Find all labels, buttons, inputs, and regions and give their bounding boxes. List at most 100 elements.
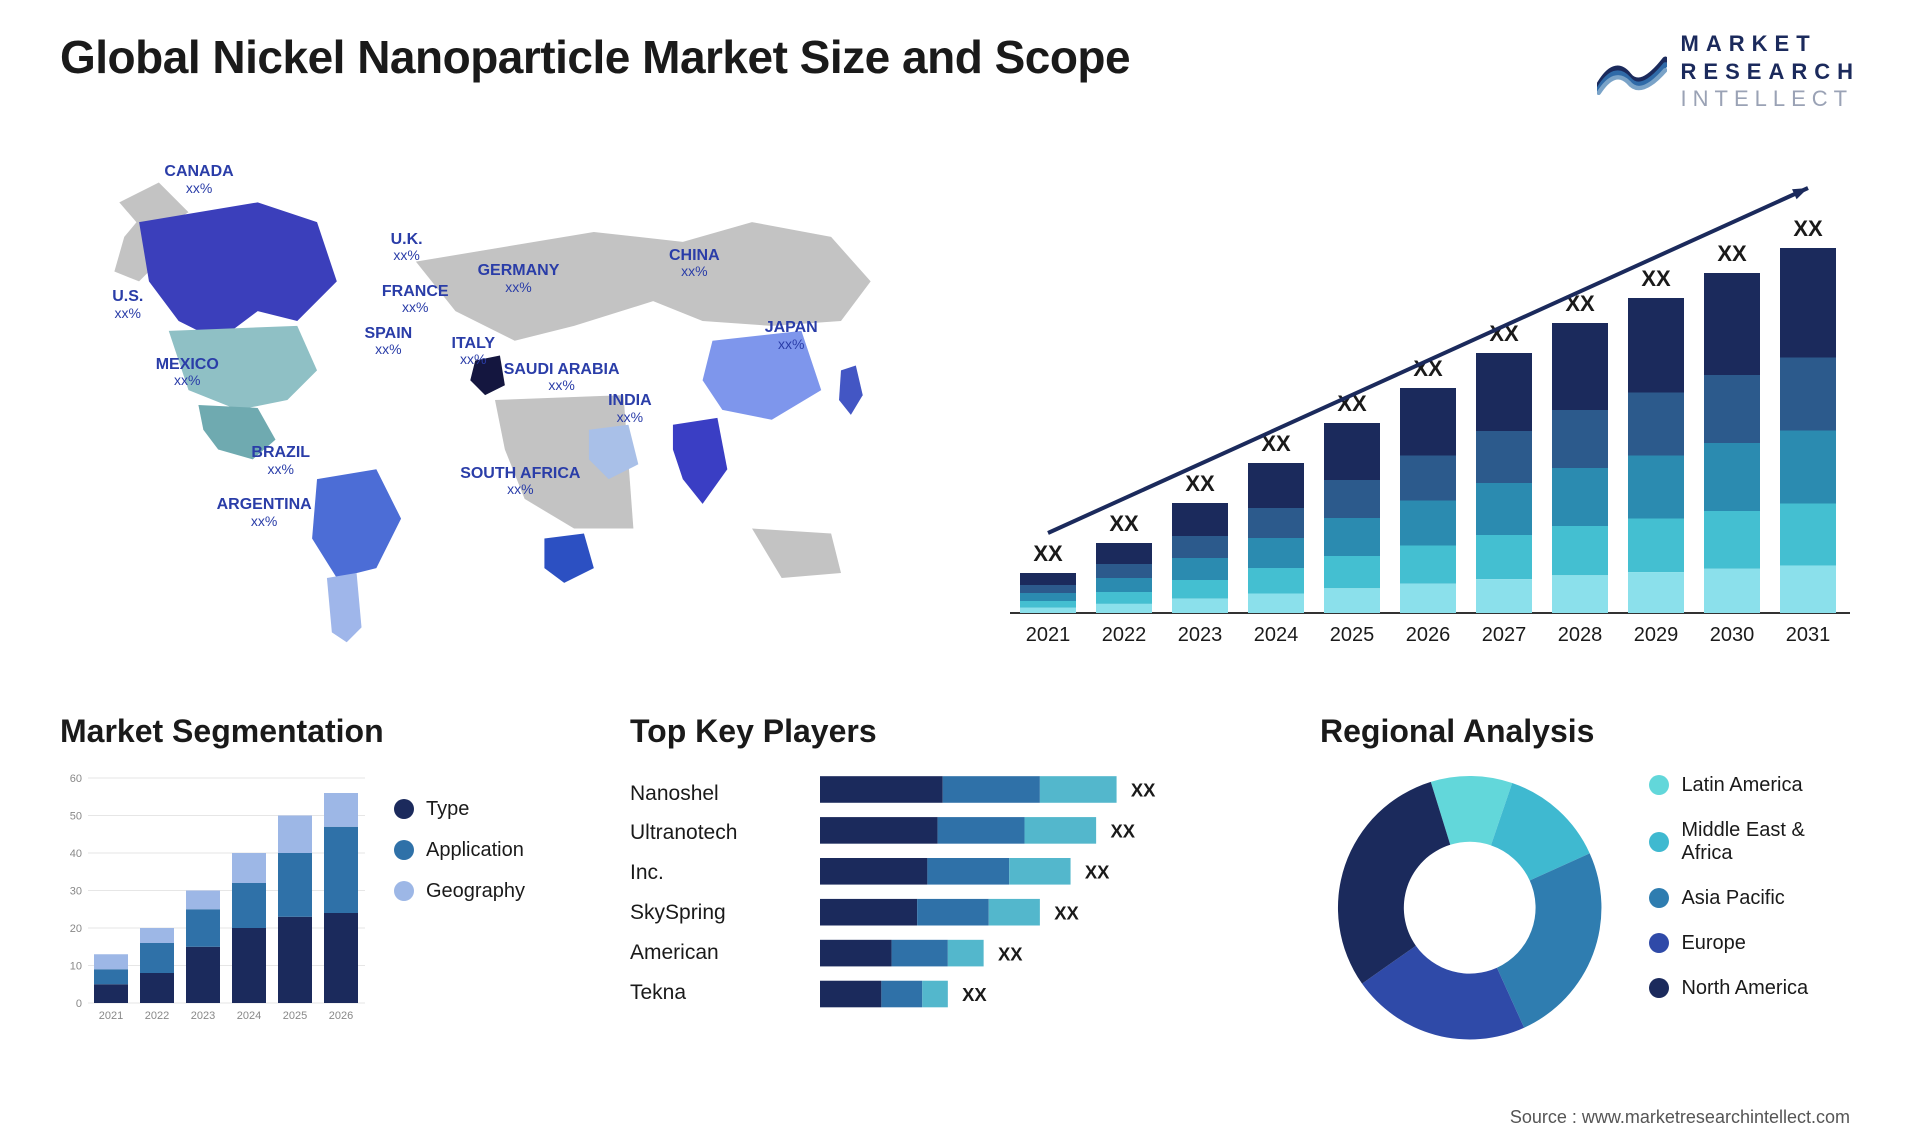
- legend-dot-icon: [1649, 933, 1669, 953]
- kp-bar-seg: [881, 980, 922, 1007]
- world-map-panel: CANADAxx%U.S.xx%MEXICOxx%BRAZILxx%ARGENT…: [60, 143, 930, 663]
- svg-text:20: 20: [70, 923, 82, 935]
- kp-name: Ultranotech: [630, 813, 820, 853]
- map-label-mexico: MEXICOxx%: [156, 356, 219, 389]
- growth-bar-seg: [1780, 565, 1836, 612]
- growth-bar-seg: [1628, 392, 1684, 455]
- growth-year-label: 2030: [1710, 624, 1755, 646]
- kp-name: American: [630, 933, 820, 973]
- logo-text: MARKET RESEARCH INTELLECT: [1681, 30, 1860, 113]
- kp-bar-seg: [1040, 776, 1117, 803]
- svg-text:50: 50: [70, 810, 82, 822]
- seg-bar-seg: [278, 853, 312, 917]
- growth-bar-seg: [1704, 568, 1760, 612]
- source-attribution: Source : www.marketresearchintellect.com: [1510, 1107, 1850, 1128]
- segmentation-chart: 0102030405060202120222023202420252026: [60, 768, 370, 1028]
- growth-bar-seg: [1628, 518, 1684, 572]
- kp-bar-label: XX: [962, 984, 987, 1005]
- growth-bar-seg: [1096, 564, 1152, 578]
- growth-bar-seg: [1324, 556, 1380, 588]
- growth-bar-seg: [1172, 503, 1228, 536]
- growth-bar-seg: [1400, 455, 1456, 500]
- svg-text:60: 60: [70, 773, 82, 785]
- map-label-argentina: ARGENTINAxx%: [217, 496, 312, 529]
- legend-label: North America: [1681, 977, 1808, 1000]
- kp-name: Tekna: [630, 973, 820, 1013]
- donut-slice: [1338, 781, 1450, 983]
- growth-bar-seg: [1248, 538, 1304, 568]
- legend-label: Application: [426, 839, 524, 862]
- svg-text:0: 0: [76, 998, 82, 1010]
- ra-legend-item: Europe: [1649, 932, 1860, 955]
- kp-name: Inc.: [630, 853, 820, 893]
- logo-wave-icon: [1597, 47, 1667, 95]
- growth-year-label: 2028: [1558, 624, 1603, 646]
- growth-bar-seg: [1552, 468, 1608, 526]
- growth-bar-seg: [1324, 423, 1380, 480]
- svg-text:2026: 2026: [329, 1010, 353, 1022]
- growth-year-label: 2022: [1102, 624, 1147, 646]
- growth-bar-seg: [1096, 603, 1152, 612]
- ra-legend-item: Middle East & Africa: [1649, 819, 1860, 865]
- legend-label: Asia Pacific: [1681, 887, 1784, 910]
- growth-bar-seg: [1476, 579, 1532, 613]
- map-label-uk: U.K.xx%: [391, 231, 423, 264]
- legend-label: Middle East & Africa: [1681, 819, 1860, 865]
- seg-bar-seg: [324, 793, 358, 827]
- growth-bar-seg: [1476, 431, 1532, 483]
- legend-dot-icon: [394, 799, 414, 819]
- regional-title: Regional Analysis: [1320, 713, 1860, 750]
- map-label-southafrica: SOUTH AFRICAxx%: [460, 465, 580, 498]
- kp-bar-seg: [1025, 817, 1097, 844]
- kp-bar-seg: [927, 858, 1009, 885]
- growth-bar-seg: [1780, 357, 1836, 430]
- growth-bar-seg: [1704, 375, 1760, 443]
- kp-bar-label: XX: [998, 943, 1023, 964]
- map-label-germany: GERMANYxx%: [478, 262, 560, 295]
- growth-bar-seg: [1400, 545, 1456, 583]
- growth-bar-seg: [1020, 593, 1076, 601]
- svg-text:2024: 2024: [237, 1010, 261, 1022]
- ra-legend-item: Asia Pacific: [1649, 887, 1860, 910]
- growth-bar-seg: [1628, 298, 1684, 393]
- growth-year-label: 2027: [1482, 624, 1527, 646]
- growth-bar-label: XX: [1717, 241, 1747, 266]
- map-label-china: CHINAxx%: [669, 247, 720, 280]
- growth-bar-seg: [1628, 572, 1684, 613]
- seg-bar-seg: [232, 853, 266, 883]
- ra-legend-item: Latin America: [1649, 774, 1860, 797]
- map-label-india: INDIAxx%: [608, 392, 652, 425]
- growth-bar-seg: [1172, 558, 1228, 580]
- growth-year-label: 2029: [1634, 624, 1679, 646]
- legend-dot-icon: [1649, 832, 1669, 852]
- seg-legend-item: Geography: [394, 880, 525, 903]
- kp-bar-seg: [820, 939, 892, 966]
- growth-bar-seg: [1248, 508, 1304, 538]
- growth-bar-seg: [1552, 410, 1608, 468]
- seg-bar-seg: [94, 969, 128, 984]
- growth-bar-seg: [1704, 443, 1760, 511]
- map-label-spain: SPAINxx%: [365, 325, 413, 358]
- growth-bar-seg: [1780, 248, 1836, 358]
- logo-line2: RESEARCH: [1681, 58, 1860, 86]
- svg-text:2021: 2021: [99, 1010, 123, 1022]
- svg-text:2025: 2025: [283, 1010, 307, 1022]
- kp-bar-seg: [948, 939, 984, 966]
- growth-bar-seg: [1476, 483, 1532, 535]
- legend-dot-icon: [394, 881, 414, 901]
- legend-dot-icon: [1649, 888, 1669, 908]
- segmentation-panel: Market Segmentation 01020304050602021202…: [60, 713, 580, 1048]
- country-canada: [139, 202, 337, 340]
- seg-bar-seg: [186, 946, 220, 1002]
- growth-year-label: 2023: [1178, 624, 1223, 646]
- legend-dot-icon: [1649, 775, 1669, 795]
- header: Global Nickel Nanoparticle Market Size a…: [60, 30, 1860, 113]
- kp-name: Nanoshel: [630, 774, 820, 814]
- legend-label: Europe: [1681, 932, 1746, 955]
- growth-bar-seg: [1400, 388, 1456, 456]
- kp-bar-seg: [922, 980, 948, 1007]
- legend-dot-icon: [1649, 978, 1669, 998]
- growth-bar-seg: [1476, 353, 1532, 431]
- seg-bar-seg: [232, 883, 266, 928]
- growth-year-label: 2025: [1330, 624, 1375, 646]
